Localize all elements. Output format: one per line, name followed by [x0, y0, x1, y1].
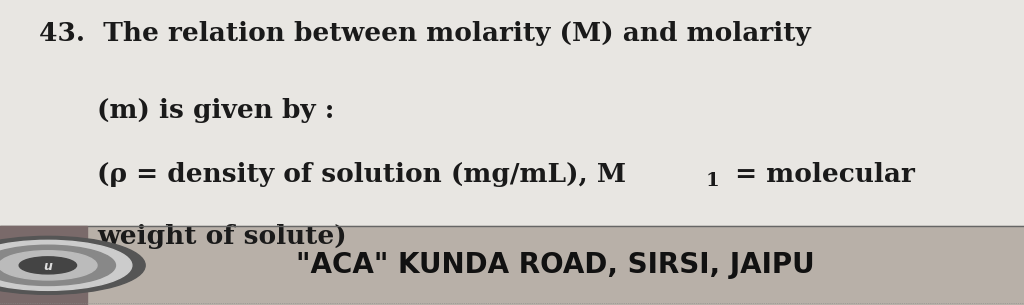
- Bar: [0, 226, 87, 305]
- Circle shape: [0, 245, 116, 285]
- Text: "ACA" KUNDA ROAD, SIRSI, JAIPU: "ACA" KUNDA ROAD, SIRSI, JAIPU: [296, 251, 815, 279]
- Text: (m) is given by :: (m) is given by :: [97, 98, 335, 123]
- Circle shape: [19, 257, 77, 274]
- Circle shape: [0, 240, 132, 290]
- Text: (ρ = density of solution (mg/mL), M: (ρ = density of solution (mg/mL), M: [97, 162, 627, 187]
- Text: 43.  The relation between molarity (M) and molarity: 43. The relation between molarity (M) an…: [39, 21, 811, 46]
- Circle shape: [0, 236, 145, 294]
- Text: = molecular: = molecular: [726, 162, 914, 187]
- Circle shape: [0, 251, 97, 280]
- Bar: [0, 226, 1024, 305]
- Text: u: u: [43, 260, 52, 273]
- Text: weight of solute): weight of solute): [97, 224, 347, 249]
- Text: 1: 1: [707, 172, 720, 190]
